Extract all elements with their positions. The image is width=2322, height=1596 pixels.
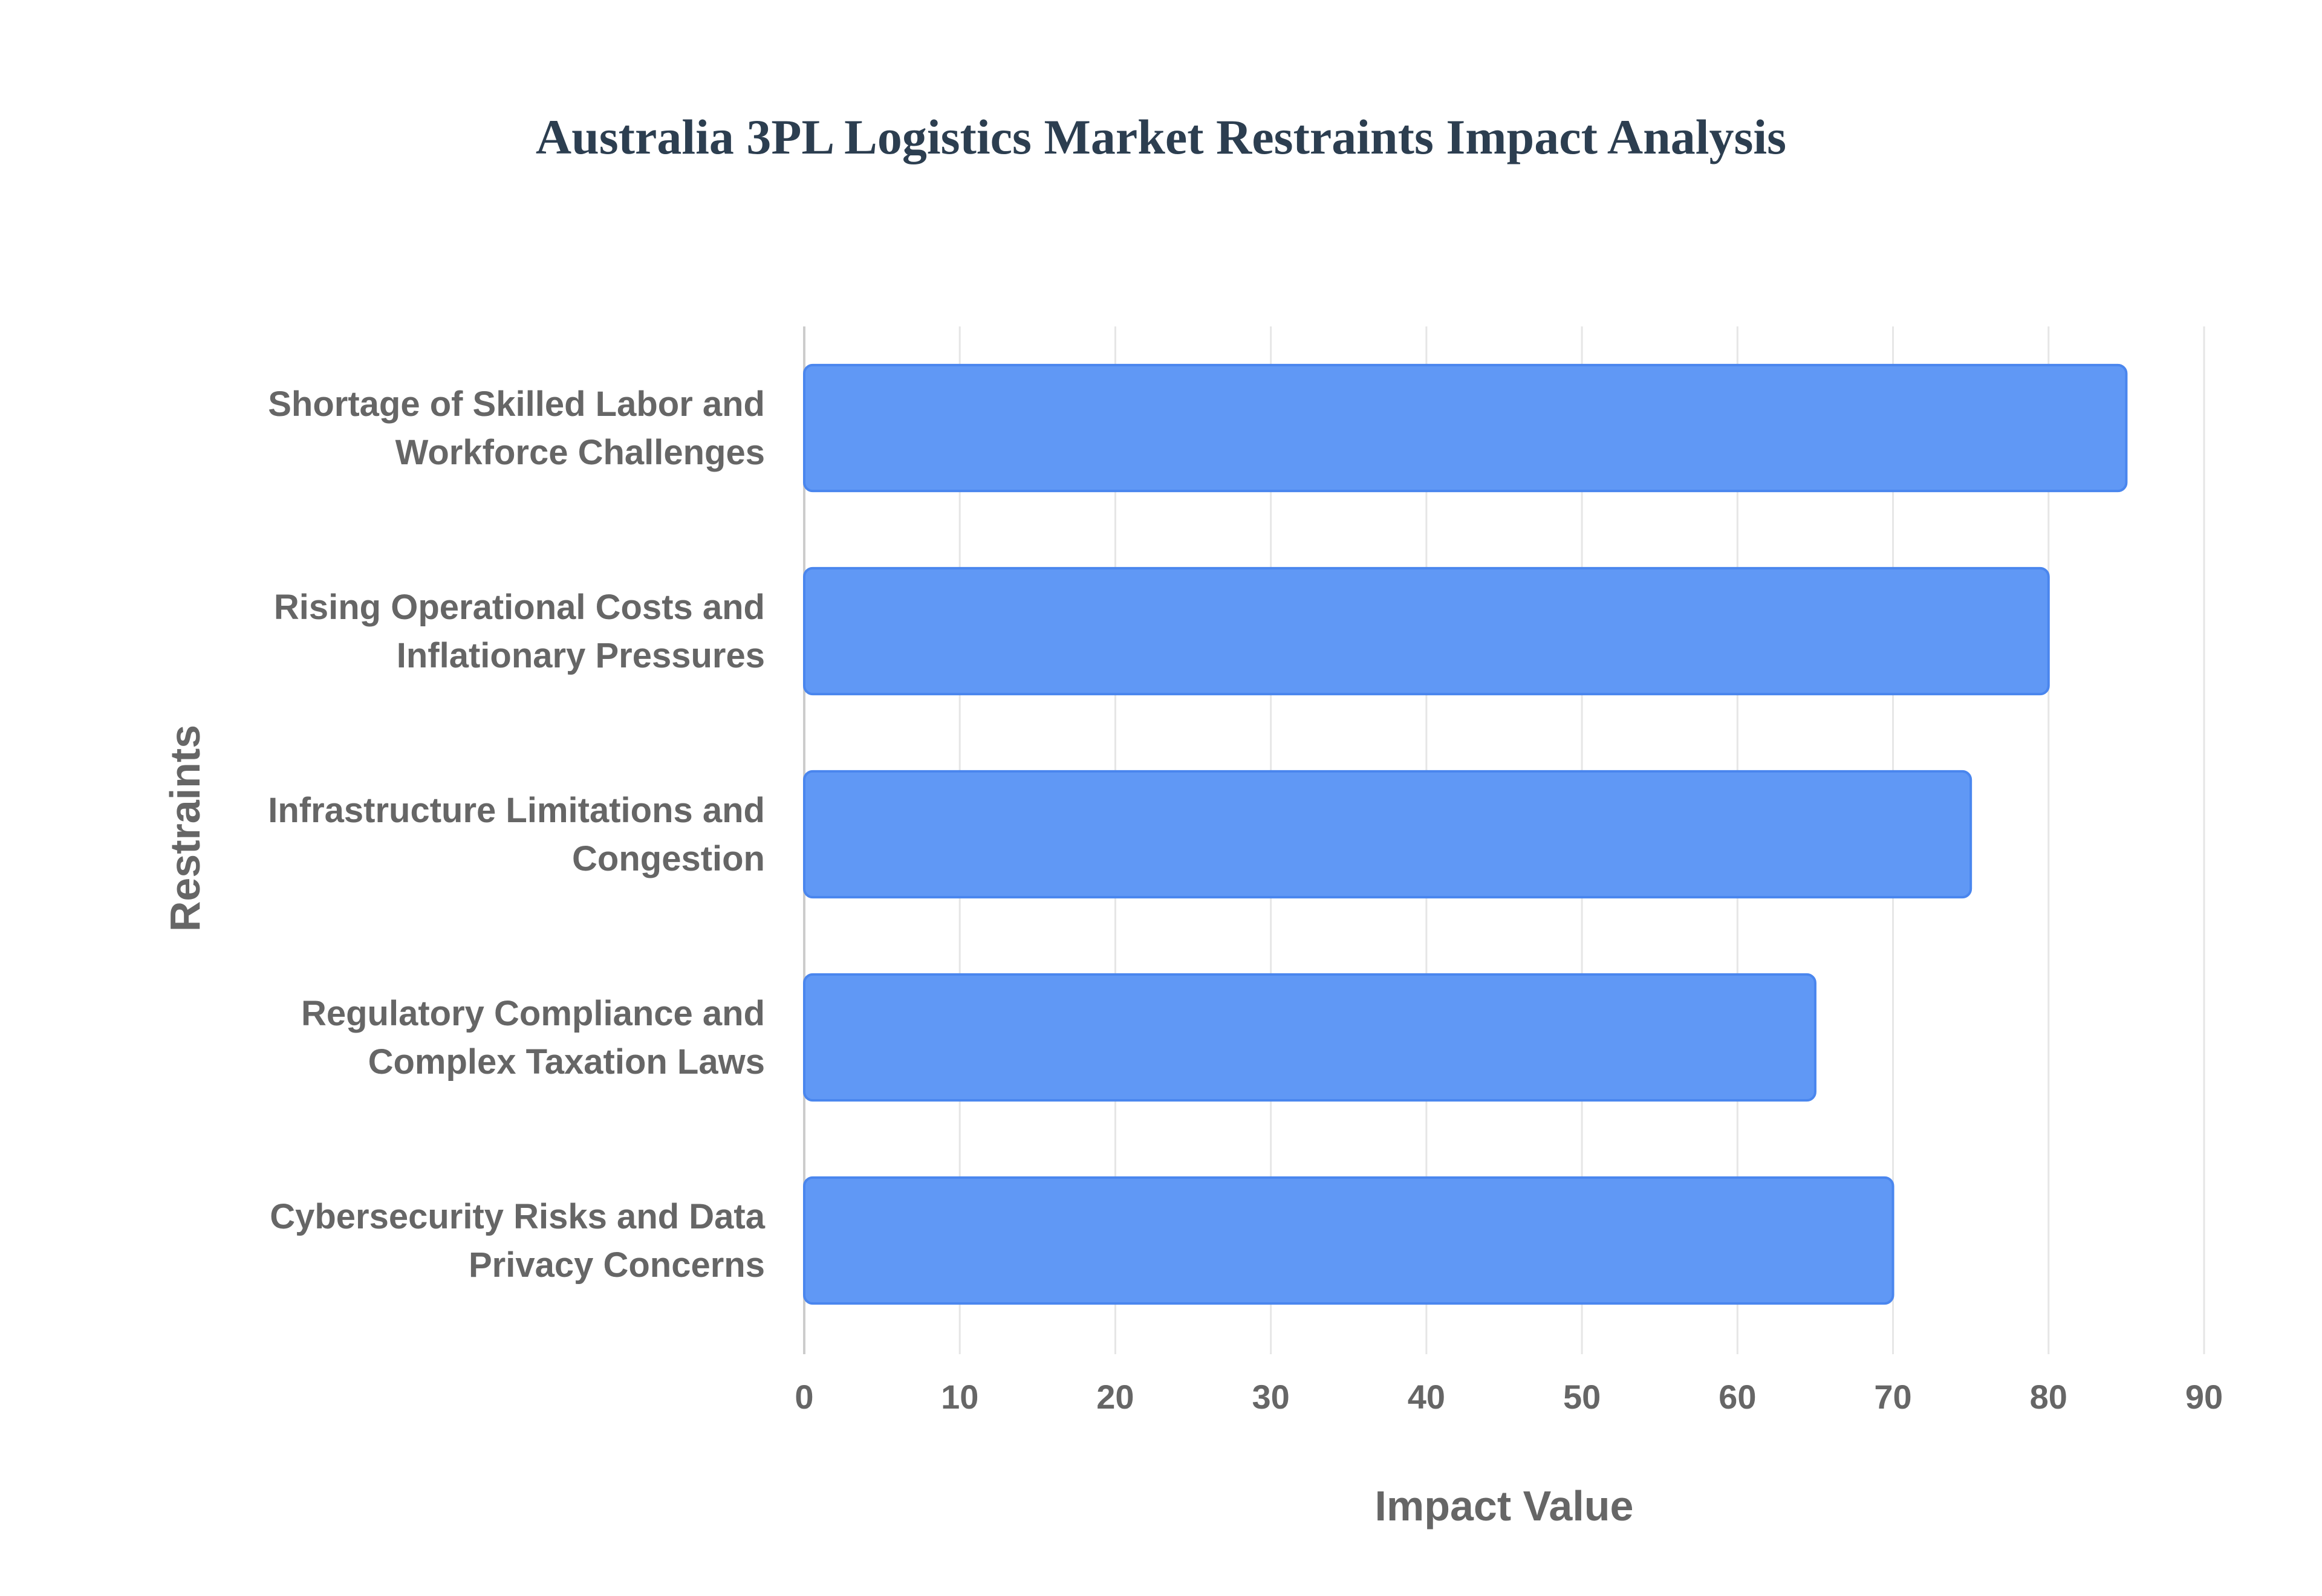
x-tick-label: 70 (1874, 1378, 1911, 1416)
bar (803, 770, 1972, 899)
chart-title: Australia 3PL Logistics Market Restraint… (535, 109, 1787, 164)
x-tick-label: 50 (1563, 1378, 1601, 1416)
x-tick-label: 20 (1096, 1378, 1134, 1416)
category-label-line: Regulatory Compliance and (301, 994, 765, 1033)
bar (803, 973, 1816, 1102)
x-tick-label: 30 (1252, 1378, 1290, 1416)
x-tick-label: 60 (1719, 1378, 1756, 1416)
category-label-line: Complex Taxation Laws (368, 1042, 765, 1082)
bar (803, 363, 2128, 493)
x-tick-label: 0 (795, 1378, 813, 1416)
category-label-line: Congestion (572, 839, 765, 878)
bar (803, 1176, 1894, 1305)
category-label: Shortage of Skilled Labor and Workforce C… (268, 384, 765, 472)
x-tick-label: 90 (2185, 1378, 2223, 1416)
category-label-line: Rising Operational Costs and (274, 588, 765, 627)
category-label-line: Inflationary Pressures (397, 636, 765, 675)
category-label-line: Infrastructure Limitations and (268, 791, 765, 830)
x-axis-title: Impact Value (1375, 1482, 1634, 1529)
y-axis-title: Restraints (161, 725, 209, 932)
category-label-line: Shortage of Skilled Labor and (268, 384, 765, 424)
category-label: Regulatory Compliance and Complex Taxatio… (301, 994, 765, 1082)
category-label: Cybersecurity Risks and Data Privacy Conc… (270, 1197, 766, 1285)
x-tick-labels: 0 10 20 30 40 50 60 70 80 90 (795, 1378, 2223, 1416)
x-tick-label: 40 (1408, 1378, 1445, 1416)
category-label-line: Privacy Concerns (469, 1245, 765, 1285)
x-tick-label: 80 (2030, 1378, 2067, 1416)
category-label-line: Workforce Challenges (395, 433, 765, 472)
bar (803, 566, 2050, 696)
category-labels: Shortage of Skilled Labor and Workforce C… (268, 384, 766, 1285)
category-label: Infrastructure Limitations and Congestion (268, 791, 765, 878)
bars (803, 363, 2128, 1305)
category-label: Rising Operational Costs and Inflationary… (274, 588, 765, 675)
x-tick-label: 10 (941, 1378, 978, 1416)
category-label-line: Cybersecurity Risks and Data (270, 1197, 766, 1236)
